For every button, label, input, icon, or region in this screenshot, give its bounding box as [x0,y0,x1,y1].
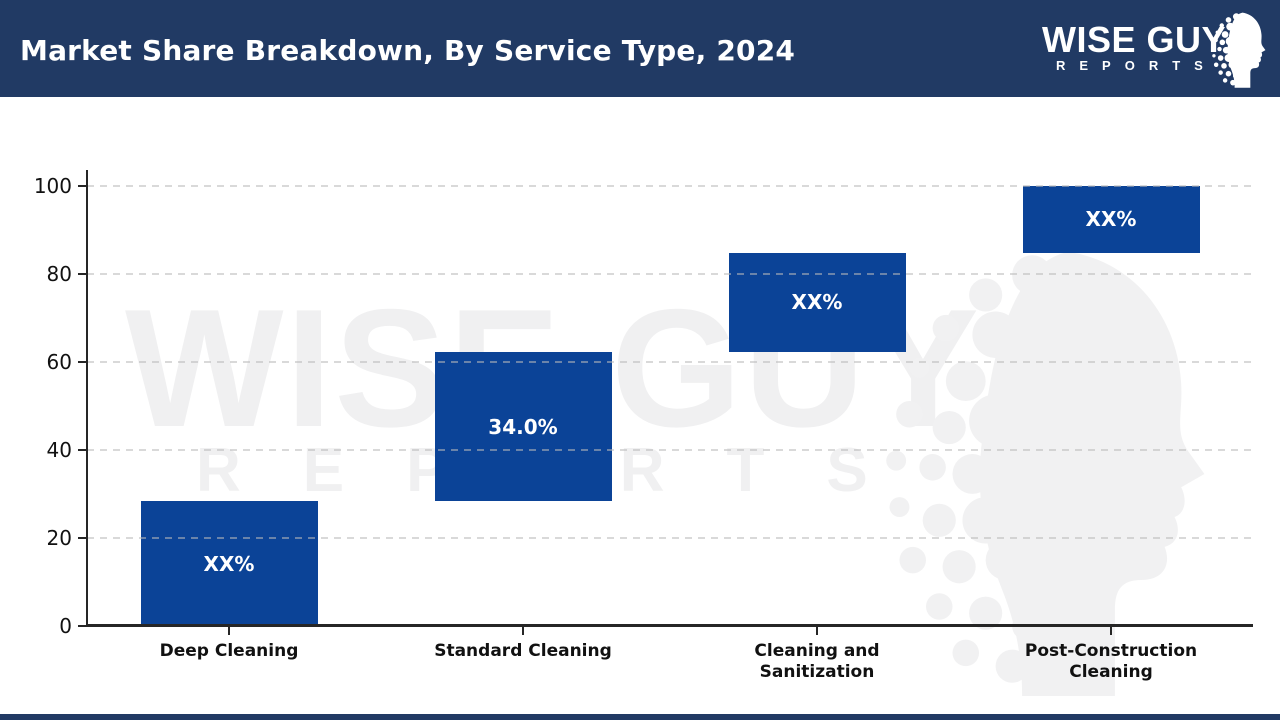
y-axis-spine [86,170,88,627]
y-tick-mark [78,185,87,187]
bar-standard-cleaning [434,351,612,502]
page-title: Market Share Breakdown, By Service Type,… [20,34,796,67]
footer-bar [0,714,1280,720]
brand-logo: WISE GUY REPORTS [990,0,1280,97]
gridline-20 [87,537,1253,539]
y-tick-mark [78,537,87,539]
bar-value-label-deep-cleaning: XX% [203,551,255,576]
y-tick-mark [78,361,87,363]
x-axis-label-deep-cleaning: Deep Cleaning [159,641,299,661]
x-axis-spine [86,624,1253,627]
logo-subtext: REPORTS [1056,58,1217,73]
y-tick-mark [78,273,87,275]
bar-value-label-post-construction-cleaning: XX% [1085,207,1137,232]
logo-wordmark: WISE GUY [1042,19,1227,60]
x-tick-mark [228,627,230,635]
gridline-100 [87,185,1253,187]
bar-deep-cleaning [140,501,318,626]
y-tick-label: 0 [59,614,72,638]
y-tick-mark [78,449,87,451]
x-axis-label-standard-cleaning: Standard Cleaning [434,641,612,661]
bar-post-construction-cleaning [1022,186,1200,253]
gridline-80 [87,273,1253,275]
x-tick-mark [1110,627,1112,635]
x-tick-mark [522,627,524,635]
y-tick-mark [78,625,87,627]
bar-value-label-cleaning-and-sanitization: XX% [791,290,843,315]
x-axis-label-cleaning-and-sanitization: Cleaning and Sanitization [754,641,880,682]
y-tick-label: 20 [46,526,72,550]
x-axis-label-post-construction-cleaning: Post-Construction Cleaning [1024,641,1198,682]
bar-cleaning-and-sanitization [728,252,906,352]
y-tick-label: 60 [46,350,72,374]
y-tick-label: 80 [46,262,72,286]
header-bar: Market Share Breakdown, By Service Type,… [0,0,1280,97]
y-tick-label: 100 [33,174,72,198]
bar-value-label-standard-cleaning: 34.0% [488,414,558,439]
gridline-40 [87,449,1253,451]
gridline-60 [87,361,1253,363]
x-tick-mark [816,627,818,635]
y-tick-label: 40 [46,438,72,462]
